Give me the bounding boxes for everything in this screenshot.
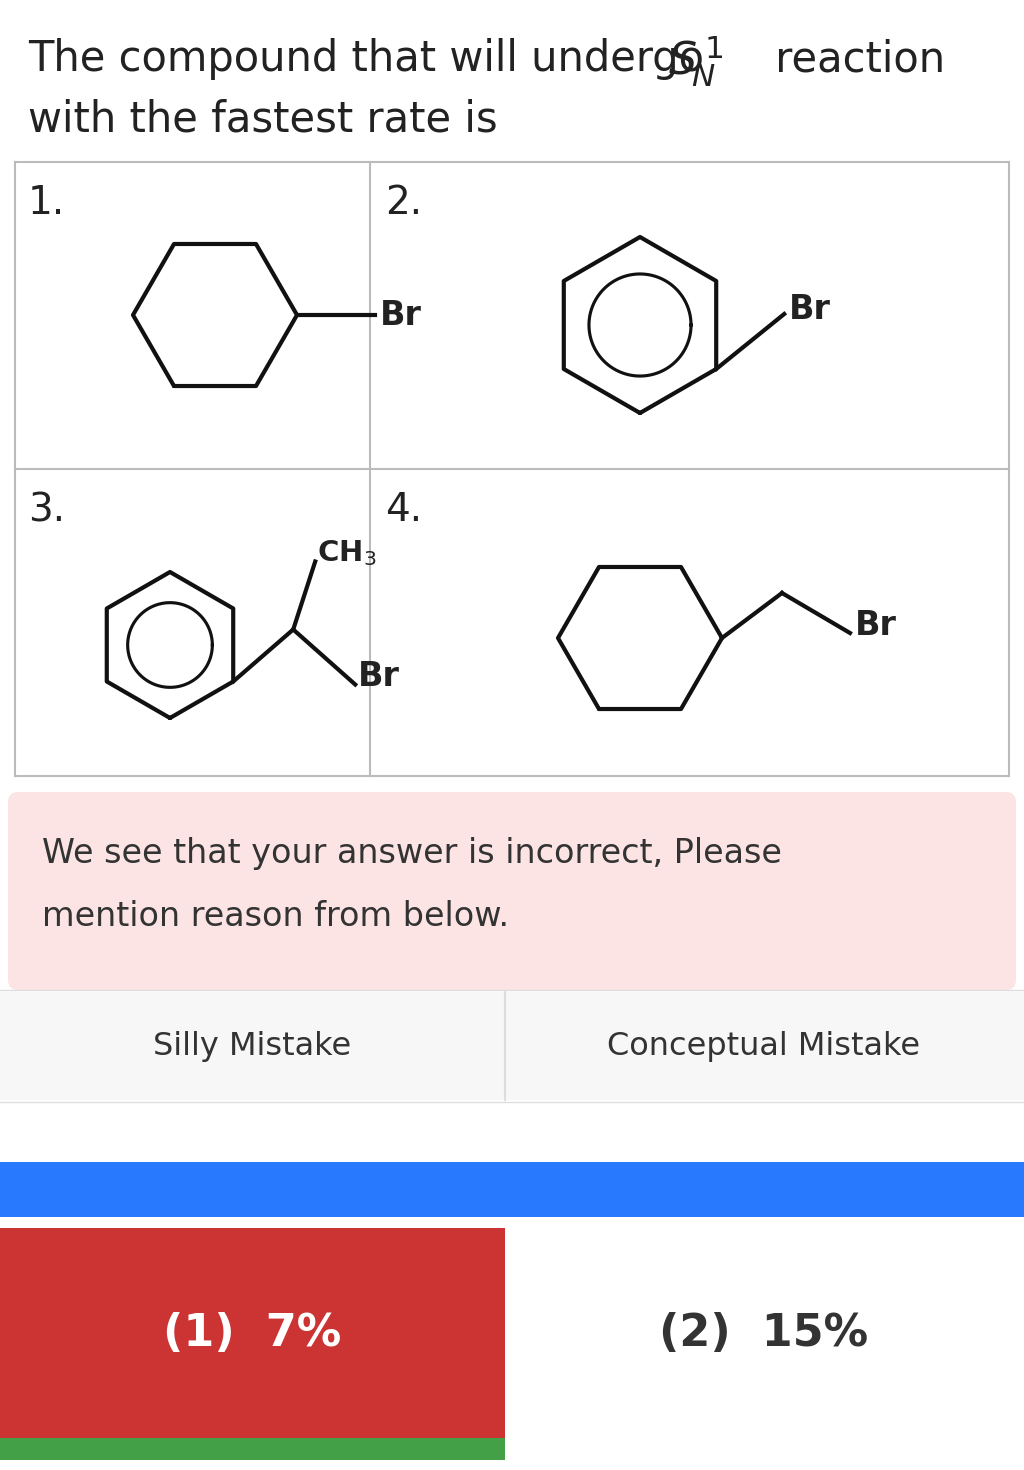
Text: (1)  7%: (1) 7% <box>163 1311 341 1354</box>
FancyBboxPatch shape <box>8 792 1016 989</box>
Text: We see that your answer is incorrect, Please: We see that your answer is incorrect, Pl… <box>42 836 782 870</box>
Text: Br: Br <box>790 293 831 325</box>
Text: Br: Br <box>380 298 422 332</box>
Text: Br: Br <box>855 609 897 641</box>
Text: Silly Mistake: Silly Mistake <box>153 1030 351 1061</box>
Text: Conceptual Mistake: Conceptual Mistake <box>607 1030 921 1061</box>
Bar <box>0 1161 1024 1217</box>
Text: with the fastest rate is: with the fastest rate is <box>28 98 498 140</box>
Bar <box>0 1438 505 1460</box>
Text: (2)  15%: (2) 15% <box>659 1311 868 1354</box>
Text: CH$_3$: CH$_3$ <box>317 538 377 567</box>
Bar <box>0 1227 505 1438</box>
Bar <box>0 1100 1024 1160</box>
Bar <box>505 1227 1024 1438</box>
Text: $S_{\!N}^{\,1}$: $S_{\!N}^{\,1}$ <box>668 32 724 88</box>
Text: 1.: 1. <box>28 184 66 222</box>
Text: The compound that will undergo: The compound that will undergo <box>28 38 717 79</box>
Text: 3.: 3. <box>28 491 66 529</box>
Text: Br: Br <box>358 660 400 692</box>
Text: mention reason from below.: mention reason from below. <box>42 900 509 933</box>
Bar <box>505 992 1024 1100</box>
Text: 2.: 2. <box>385 184 422 222</box>
Text: reaction: reaction <box>762 38 945 79</box>
Text: 4.: 4. <box>385 491 422 529</box>
Bar <box>0 992 505 1100</box>
